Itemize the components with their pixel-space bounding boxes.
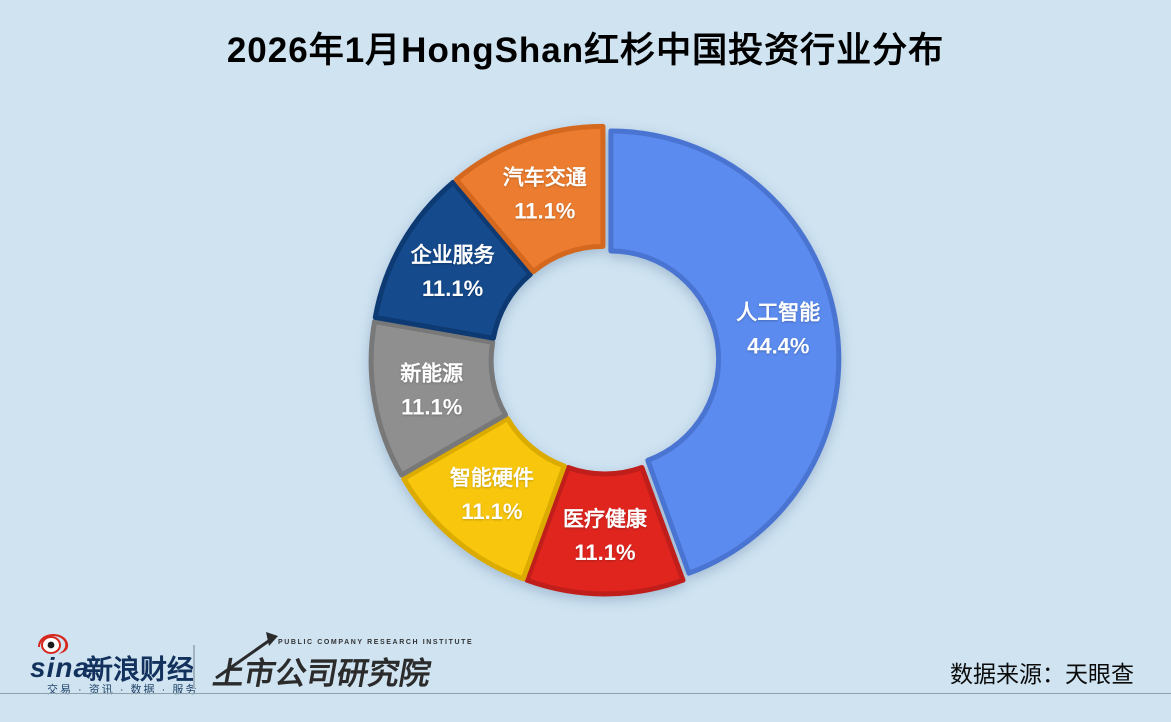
slice-value-label-4: 11.1%: [422, 276, 483, 301]
data-source-label: 数据来源：天眼查: [950, 661, 1134, 687]
slice-value-label-5: 11.1%: [514, 199, 575, 224]
sina-brand-name: 新浪财经: [86, 655, 194, 685]
slice-category-label-2: 智能硬件: [450, 466, 534, 490]
donut-slice-2: [401, 416, 567, 582]
sina-finance-logo: sina 新浪财经 交易 · 资讯 · 数据 · 服务: [30, 633, 230, 696]
slice-category-label-5: 汽车交通: [503, 166, 587, 190]
donut-slice-1: [524, 465, 686, 597]
donut-slice-3: [368, 319, 509, 478]
donut-slice-0: [608, 128, 842, 576]
footer-rule: [0, 693, 1171, 694]
sina-tagline: 交易 · 资讯 · 数据 · 服务: [47, 684, 199, 696]
slice-category-label-4: 企业服务: [410, 243, 496, 267]
slice-value-label-3: 11.1%: [401, 395, 462, 420]
slice-category-label-3: 新能源: [400, 362, 463, 386]
slice-value-label-2: 11.1%: [461, 499, 522, 524]
footer-divider: [193, 645, 195, 689]
slice-value-label-1: 11.1%: [574, 540, 635, 565]
slice-value-label-0: 44.4%: [747, 333, 809, 358]
slice-category-label-1: 医疗健康: [563, 507, 648, 531]
sina-eye-icon: [38, 634, 69, 654]
donut-slice-4: [372, 179, 533, 341]
sina-wordmark: sina: [30, 652, 91, 683]
donut-slice-5: [453, 123, 606, 275]
chart-title: 2026年1月HongShan红杉中国投资行业分布: [226, 31, 945, 70]
institute-name: 上市公司研究院: [210, 656, 434, 691]
slice-category-label-0: 人工智能: [736, 300, 820, 324]
institute-subtitle: PUBLIC COMPANY RESEARCH INSTITUTE: [278, 639, 474, 646]
institute-logo: PUBLIC COMPANY RESEARCH INSTITUTE 上市公司研究…: [210, 632, 474, 693]
